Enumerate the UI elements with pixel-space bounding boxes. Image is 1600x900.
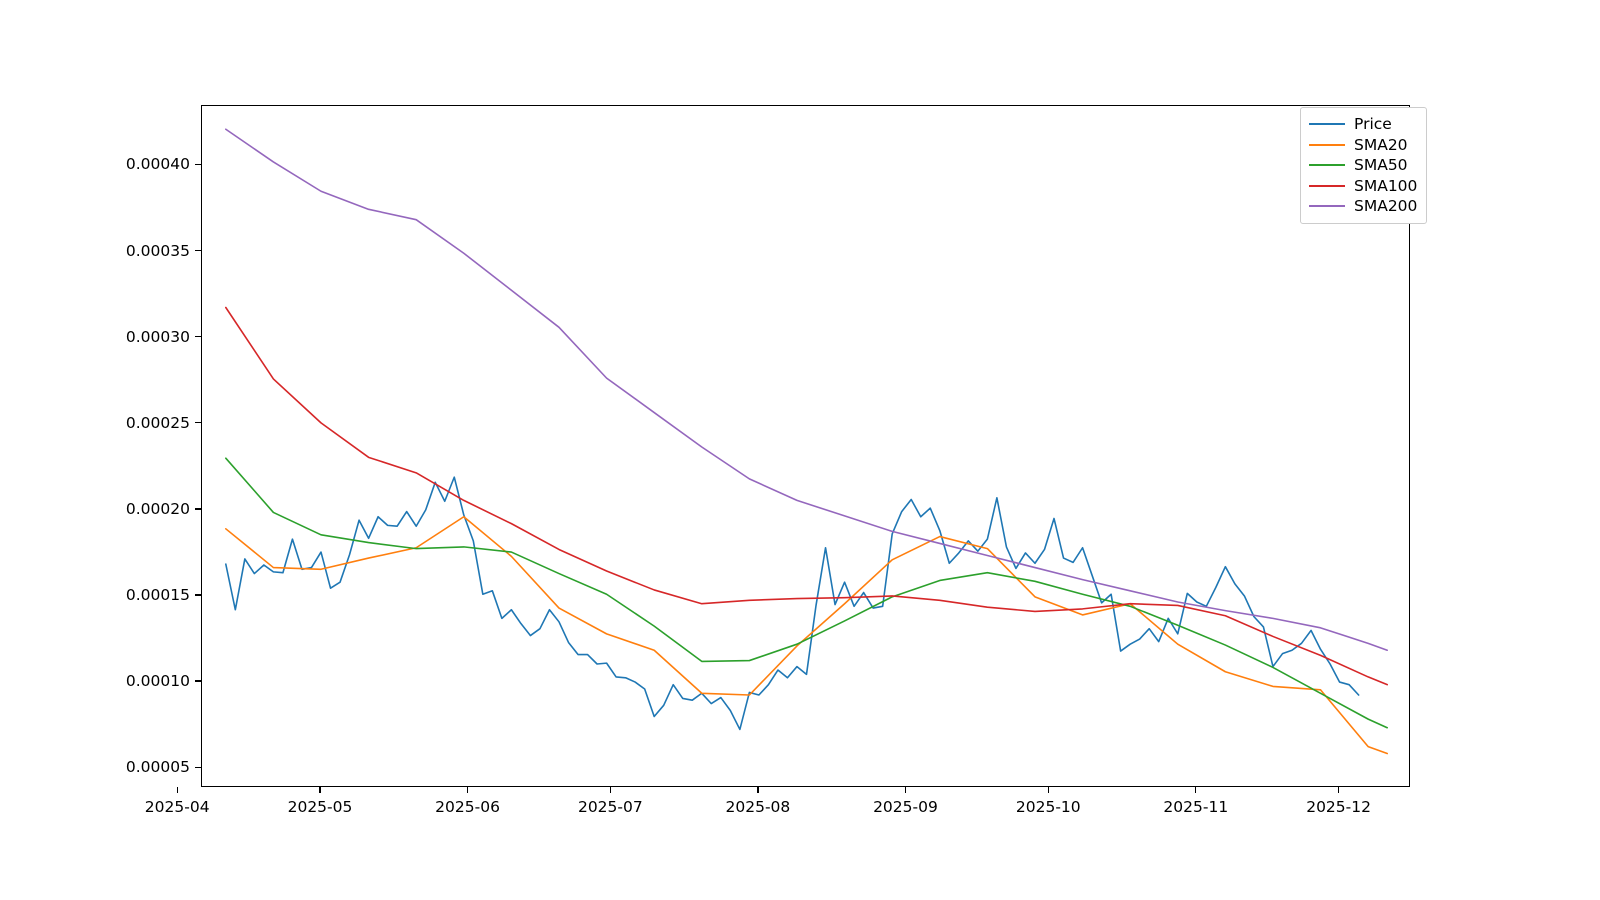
y-tick-label: 0.00020 <box>125 499 190 518</box>
x-tick-label: 2025-11 <box>1163 798 1229 816</box>
y-tick-label: 0.00035 <box>125 241 190 260</box>
legend-item-label: SMA50 <box>1354 156 1408 175</box>
x-tick-label: 2025-08 <box>725 798 791 816</box>
legend-item-sma20[interactable]: SMA20 <box>1309 135 1417 156</box>
legend-item-label: SMA200 <box>1354 197 1418 216</box>
legend-item-price[interactable]: Price <box>1309 114 1417 135</box>
x-tick-label: 2025-05 <box>287 798 353 816</box>
legend-swatch-icon <box>1309 184 1345 187</box>
series-line-sma200 <box>224 128 1388 652</box>
series-line-sma50 <box>224 457 1388 729</box>
legend-swatch-icon <box>1309 164 1345 167</box>
y-tick-label: 0.00005 <box>125 758 190 777</box>
series-line-price <box>224 476 1360 731</box>
y-tick-label: 0.00010 <box>125 672 190 691</box>
legend-item-label: SMA100 <box>1354 176 1418 195</box>
y-tick-label: 0.00015 <box>125 585 190 604</box>
series-line-sma20 <box>224 515 1388 755</box>
y-tick-label: 0.00040 <box>125 155 190 174</box>
chart-lines <box>224 128 1388 755</box>
x-tick-label: 2025-10 <box>1015 798 1081 816</box>
x-tick-label: 2025-12 <box>1306 798 1371 816</box>
x-tick-label: 2025-09 <box>873 798 938 816</box>
legend-item-label: Price <box>1354 115 1392 134</box>
legend-swatch-icon <box>1309 143 1345 146</box>
y-tick-label: 0.00030 <box>125 327 190 346</box>
plot-area <box>201 105 1410 787</box>
legend-item-sma50[interactable]: SMA50 <box>1309 155 1417 176</box>
series-line-sma100 <box>224 306 1388 686</box>
x-tick-label: 2025-07 <box>577 798 643 816</box>
x-tick-label: 2025-06 <box>435 798 500 816</box>
legend-item-sma100[interactable]: SMA100 <box>1309 176 1417 197</box>
legend-item-label: SMA20 <box>1354 135 1408 154</box>
x-tick-mark <box>176 787 178 793</box>
chart-legend[interactable]: Price SMA20 SMA50 SMA100 SMA200 <box>1300 107 1428 224</box>
x-tick-label: 2025-04 <box>144 798 210 816</box>
legend-swatch-icon <box>1309 123 1345 126</box>
legend-item-sma200[interactable]: SMA200 <box>1309 196 1417 217</box>
legend-swatch-icon <box>1309 205 1345 208</box>
y-tick-label: 0.00025 <box>125 413 190 432</box>
